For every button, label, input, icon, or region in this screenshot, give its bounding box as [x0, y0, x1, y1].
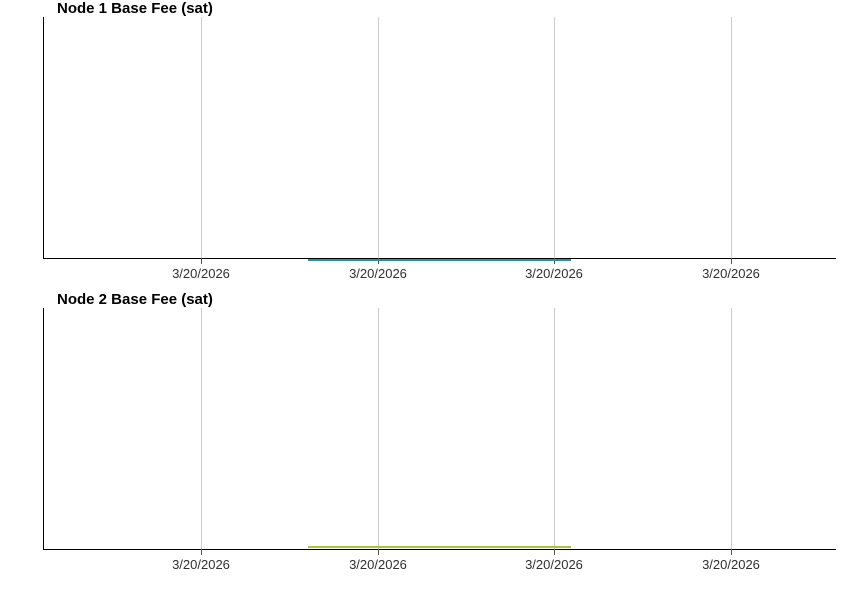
x-tick — [731, 549, 732, 555]
x-gridline — [554, 17, 555, 258]
x-gridline — [731, 308, 732, 549]
x-gridline — [378, 17, 379, 258]
x-gridline — [731, 17, 732, 258]
series-line — [308, 546, 571, 548]
chart-node1-base-fee: Node 1 Base Fee (sat) 3/20/2026 3/20/2026… — [0, 0, 860, 285]
x-tick — [378, 549, 379, 555]
x-tick — [201, 549, 202, 555]
chart-title: Node 2 Base Fee (sat) — [57, 291, 213, 308]
x-gridline — [554, 308, 555, 549]
x-gridline — [201, 17, 202, 258]
x-tick — [201, 258, 202, 264]
x-tick-label: 3/20/2026 — [525, 557, 583, 572]
x-tick — [378, 258, 379, 264]
x-gridline — [378, 308, 379, 549]
x-tick-label: 3/20/2026 — [525, 266, 583, 281]
chart-node2-base-fee: Node 2 Base Fee (sat) 3/20/2026 3/20/2026… — [0, 291, 860, 576]
series-line — [308, 259, 571, 261]
x-tick-label: 3/20/2026 — [172, 266, 230, 281]
x-tick — [554, 549, 555, 555]
x-gridline — [201, 308, 202, 549]
chart-title: Node 1 Base Fee (sat) — [57, 0, 213, 17]
x-tick-label: 3/20/2026 — [349, 266, 407, 281]
x-tick-label: 3/20/2026 — [702, 557, 760, 572]
plot-area: 3/20/2026 3/20/2026 3/20/2026 3/20/2026 — [43, 17, 836, 281]
x-tick-label: 3/20/2026 — [172, 557, 230, 572]
x-tick — [731, 258, 732, 264]
x-tick — [554, 258, 555, 264]
plot-area: 3/20/2026 3/20/2026 3/20/2026 3/20/2026 — [43, 308, 836, 572]
x-tick-label: 3/20/2026 — [349, 557, 407, 572]
x-tick-label: 3/20/2026 — [702, 266, 760, 281]
